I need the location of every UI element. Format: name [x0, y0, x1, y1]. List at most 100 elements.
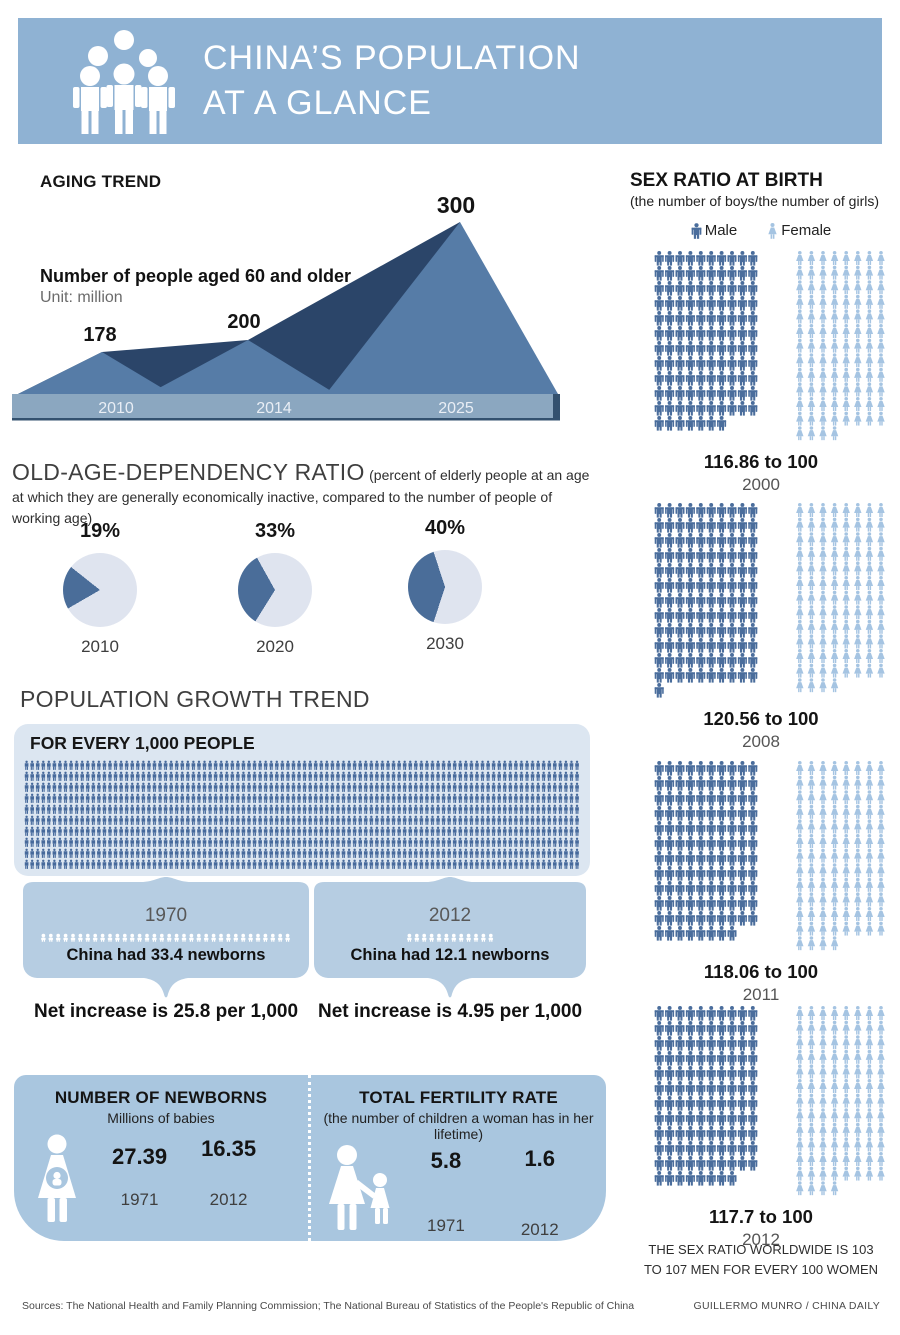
ratio-year: 2008 — [742, 732, 780, 751]
growth-grid-label: FOR EVERY 1,000 PEOPLE — [30, 733, 255, 753]
growth-panel-1970: 1970 China had 33.4 newborns — [23, 899, 309, 978]
growth-panel-text: China had 33.4 newborns — [66, 946, 266, 964]
aging-trend-chart: 178 200 300 2010 2014 2025 — [12, 196, 560, 421]
growth-title: POPULATION GROWTH TREND — [20, 686, 370, 712]
male-pictogram — [654, 503, 758, 698]
aging-trend-note: Number of people aged 60 and older Unit:… — [40, 266, 351, 307]
aging-tick-2025: 2025 — [438, 400, 474, 417]
credit-text: GUILLERMO MUNRO / CHINA DAILY — [693, 1300, 880, 1312]
page-title-line2: AT A GLANCE — [203, 84, 432, 122]
pie-chart-2010 — [63, 553, 137, 627]
newborns-subtitle: Millions of babies — [107, 1110, 215, 1126]
dependency-title: OLD-AGE-DEPENDENCY RATIO — [12, 459, 365, 485]
sources-text: Sources: The National Health and Family … — [22, 1300, 635, 1312]
female-pictogram — [796, 1006, 885, 1196]
brace-left — [23, 877, 309, 899]
pie-year-label: 2020 — [256, 637, 294, 656]
ratio-label: 120.56 to 100 — [703, 708, 819, 729]
aging-axis-bar — [12, 394, 553, 420]
male-icon — [691, 223, 702, 239]
dependency-pie-2010: 19% 2010 — [57, 520, 143, 657]
crowd-pictogram — [24, 760, 579, 869]
fertility-section: TOTAL FERTILITY RATE (the number of chil… — [311, 1075, 606, 1241]
pie-percent-label: 33% — [254, 520, 296, 542]
newborns-title: NUMBER OF NEWBORNS — [54, 1088, 268, 1107]
newborn-pictogram-1970 — [41, 933, 291, 942]
legend-male: Male — [691, 222, 737, 239]
female-pictogram — [796, 761, 885, 951]
female-pictogram — [796, 251, 885, 441]
growth-panel-2012: 2012 China had 12.1 newborns — [314, 899, 586, 978]
aging-note-unit: Unit: million — [40, 289, 123, 306]
sex-ratio-title: SEX RATIO AT BIRTH — [630, 170, 823, 191]
sex-ratio-block-2012: 117.7 to 100 2012 — [630, 1006, 892, 1250]
stat-value: 16.35 — [201, 1136, 257, 1161]
male-pictogram — [654, 1006, 758, 1186]
newborns-2012: 16.35 2012 — [201, 1136, 256, 1210]
aging-value-2014: 200 — [227, 311, 260, 333]
header-banner: CHINA’S POPULATION AT A GLANCE — [18, 18, 882, 144]
aging-peak-2010 — [18, 352, 172, 394]
ratio-year: 2012 — [742, 1229, 780, 1249]
fertility-subtitle: (the number of children a woman has in h… — [323, 1110, 594, 1142]
growth-panel-year: 1970 — [144, 905, 188, 926]
aging-value-2010: 178 — [83, 324, 116, 346]
aging-tick-2010: 2010 — [98, 400, 134, 417]
legend-female: Female — [767, 222, 831, 239]
fertility-1971: 5.8 1971 — [427, 1148, 465, 1236]
people-group-icon — [73, 30, 175, 134]
aging-ridge-area — [18, 222, 460, 394]
growth-grid-panel: FOR EVERY 1,000 PEOPLE — [14, 724, 590, 876]
stat-value: 1.6 — [524, 1146, 556, 1171]
ratio-year: 2011 — [742, 984, 780, 1004]
female-pictogram — [796, 503, 885, 693]
newborn-icons-row — [23, 930, 309, 942]
growth-panel-year: 2012 — [428, 905, 472, 926]
ratio-year: 2000 — [742, 474, 780, 494]
stat-year: 1971 — [120, 1190, 159, 1209]
sex-ratio-block-2008: 120.56 to 100 2008 — [630, 503, 892, 752]
pie-chart-2030 — [408, 550, 482, 624]
ratio-label: 116.86 to 100 — [703, 450, 819, 472]
pie-year-label: 2010 — [81, 637, 119, 656]
newborns-1971: 27.39 1971 — [112, 1144, 167, 1210]
pointer-right — [428, 978, 472, 998]
female-icon — [767, 223, 778, 239]
stat-year: 2012 — [520, 1220, 559, 1239]
male-pictogram — [654, 251, 758, 431]
dependency-description: (percent of elderly people at an age at … — [12, 467, 590, 526]
aging-note-bold: Number of people aged 60 and older — [40, 266, 352, 286]
page-title-line1: CHINA’S POPULATION — [203, 39, 581, 77]
page-title: CHINA’S POPULATION AT A GLANCE — [203, 36, 581, 126]
pie-percent-label: 19% — [79, 520, 121, 542]
stat-year: 2012 — [209, 1190, 248, 1209]
pointer-left — [144, 978, 188, 998]
sex-ratio-subtitle: (the number of boys/the number of girls) — [630, 193, 880, 209]
aging-peak-2025 — [326, 222, 558, 394]
net-increase-2012: Net increase is 4.95 per 1,000 — [317, 1001, 583, 1022]
dependency-pie-2020: 33% 2020 — [232, 520, 318, 657]
legend-female-label: Female — [781, 222, 832, 239]
pie-chart-2020 — [238, 553, 312, 627]
newborn-pictogram-2012 — [406, 933, 493, 942]
stat-value: 5.8 — [430, 1148, 462, 1173]
male-pictogram — [654, 761, 758, 941]
aging-value-2025: 300 — [437, 196, 475, 218]
sex-ratio-block-2000: 116.86 to 100 2000 — [630, 251, 892, 495]
fertility-title: TOTAL FERTILITY RATE — [359, 1088, 558, 1107]
sex-ratio-block-2011: 118.06 to 100 2011 — [630, 761, 892, 1005]
aging-trend-title: AGING TREND — [40, 172, 162, 191]
sex-ratio-legend: Male Female — [630, 222, 892, 239]
growth-panel-text: China had 12.1 newborns — [350, 946, 550, 964]
woman-and-child-icon — [329, 1145, 390, 1230]
fertility-2012: 1.6 2012 — [521, 1146, 559, 1240]
dependency-heading: OLD-AGE-DEPENDENCY RATIO (percent of eld… — [12, 458, 594, 529]
newborns-section: NUMBER OF NEWBORNS Millions of babies 27… — [14, 1075, 311, 1241]
aging-peak-2014 — [148, 340, 336, 394]
stat-value: 27.39 — [112, 1144, 168, 1169]
stat-year: 1971 — [427, 1216, 465, 1235]
pregnant-woman-icon — [38, 1134, 76, 1222]
ratio-label: 118.06 to 100 — [703, 960, 819, 982]
aging-tick-2014: 2014 — [256, 400, 292, 417]
